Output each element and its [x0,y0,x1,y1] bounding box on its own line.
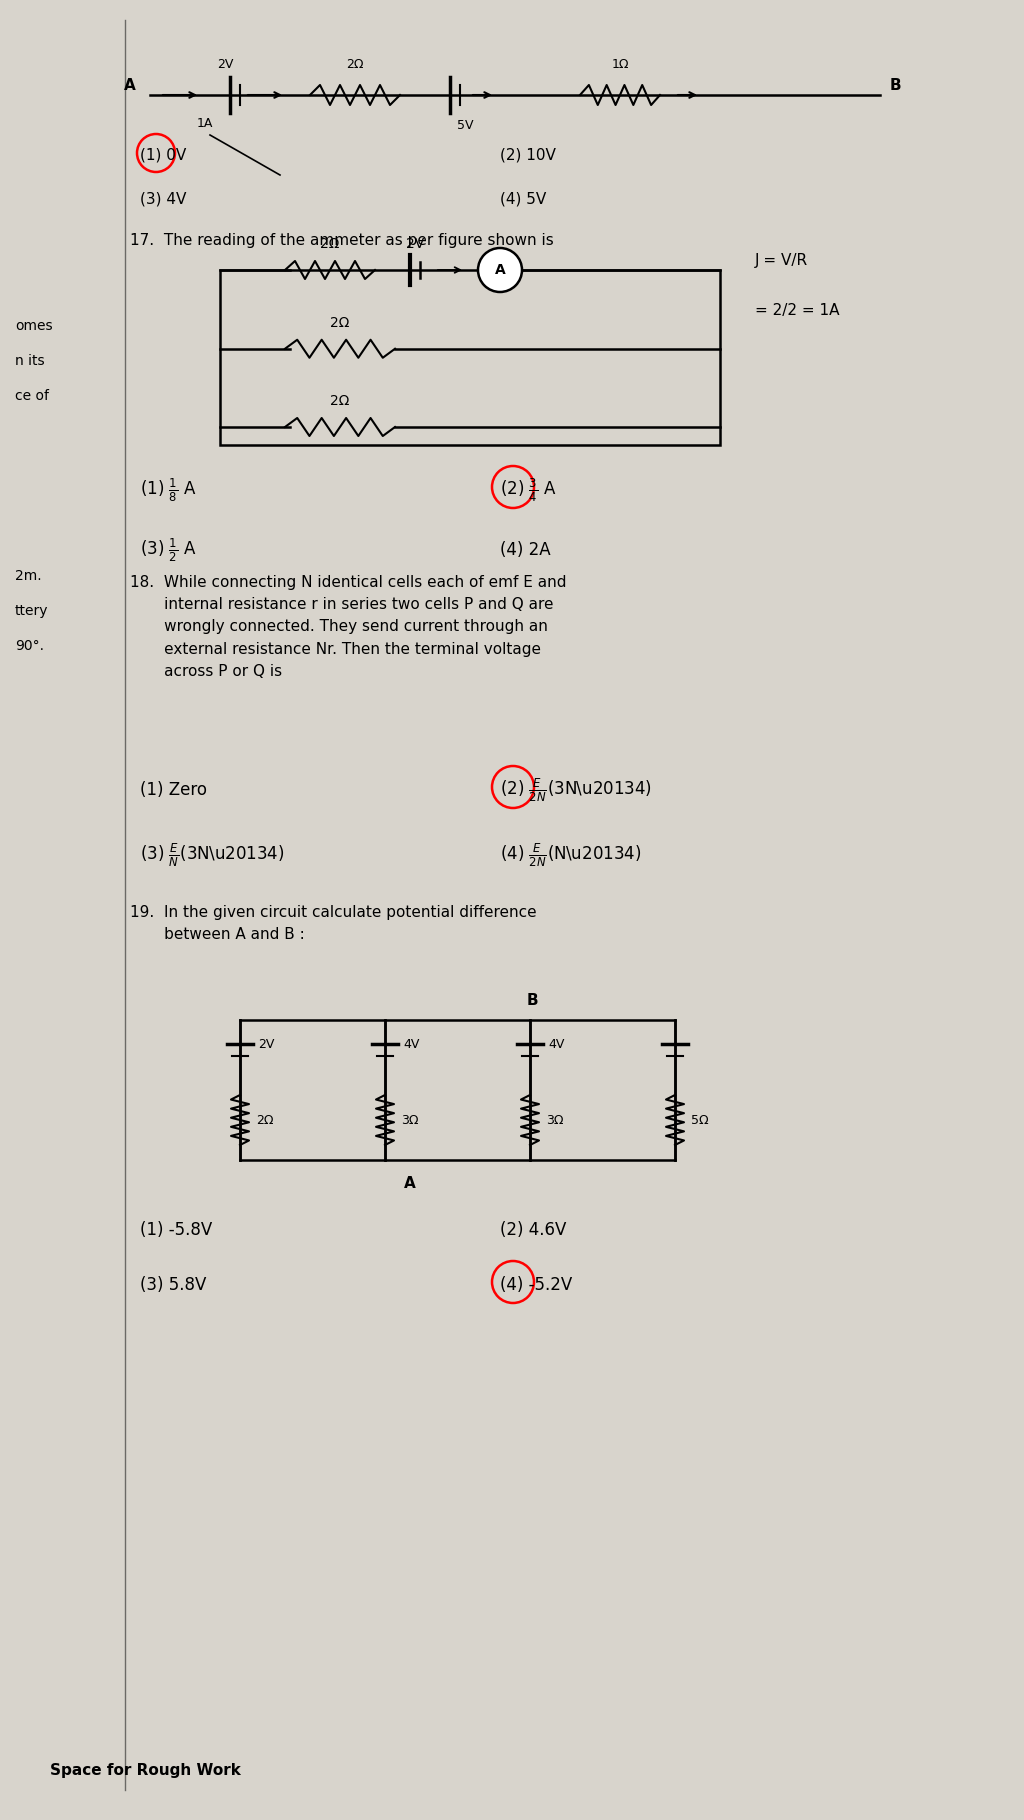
Text: 2Ω: 2Ω [331,315,349,329]
Text: 5V: 5V [457,118,473,133]
Text: 2Ω: 2Ω [321,237,340,251]
Text: (4) $\frac{E}{2N}$(N\u20134): (4) $\frac{E}{2N}$(N\u20134) [500,841,641,868]
Text: 2Ω: 2Ω [346,58,364,71]
Text: 90°.: 90°. [15,639,44,653]
Text: (1) Zero: (1) Zero [140,781,207,799]
Text: (2) $\frac{3}{4}$ A: (2) $\frac{3}{4}$ A [500,477,557,504]
Bar [220,269,720,446]
Text: (4) 5V: (4) 5V [500,191,546,207]
Text: (1) $\frac{1}{8}$ A: (1) $\frac{1}{8}$ A [140,477,197,504]
Text: n its: n its [15,355,45,368]
Text: = 2/2 = 1A: = 2/2 = 1A [755,302,840,318]
Text: 2Ω: 2Ω [256,1114,273,1127]
Text: A: A [404,1176,416,1190]
Text: (1) -5.8V: (1) -5.8V [140,1221,212,1239]
Text: (2) $\frac{E}{2N}$(3N\u20134): (2) $\frac{E}{2N}$(3N\u20134) [500,777,652,804]
Text: B: B [889,78,901,93]
Text: 2V: 2V [258,1039,274,1052]
Text: 1Ω: 1Ω [611,58,629,71]
Text: (2) 4.6V: (2) 4.6V [500,1221,566,1239]
Text: 4V: 4V [548,1039,564,1052]
Text: omes: omes [15,318,52,333]
Text: B: B [526,994,538,1008]
Text: (3) $\frac{1}{2}$ A: (3) $\frac{1}{2}$ A [140,537,197,564]
Text: 2Ω: 2Ω [331,393,349,408]
Text: 2m.: 2m. [15,570,42,582]
Text: J = V/R: J = V/R [755,253,808,268]
Text: 2V: 2V [406,237,424,251]
Text: 3Ω: 3Ω [401,1114,419,1127]
Text: 1A: 1A [197,116,213,129]
Text: 18.  While connecting N identical cells each of emf E and
       internal resist: 18. While connecting N identical cells e… [130,575,566,679]
Text: (4) -5.2V: (4) -5.2V [500,1276,572,1294]
Text: A: A [124,78,136,93]
Text: (2) 10V: (2) 10V [500,147,556,164]
Text: (3) 4V: (3) 4V [140,191,186,207]
Text: (4) 2A: (4) 2A [500,541,551,559]
Text: A: A [495,264,506,277]
Text: 3Ω: 3Ω [546,1114,563,1127]
Text: (3) $\frac{E}{N}$(3N\u20134): (3) $\frac{E}{N}$(3N\u20134) [140,841,285,868]
Text: (1) 0V: (1) 0V [140,147,186,164]
Text: 4V: 4V [403,1039,420,1052]
Text: ttery: ttery [15,604,48,619]
Text: 19.  In the given circuit calculate potential difference
       between A and B : 19. In the given circuit calculate poten… [130,905,537,943]
Text: 2V: 2V [217,58,233,71]
Circle shape [478,248,522,291]
Text: Space for Rough Work: Space for Rough Work [50,1764,241,1778]
Text: 5Ω: 5Ω [691,1114,709,1127]
Text: 17.  The reading of the ammeter as per figure shown is: 17. The reading of the ammeter as per fi… [130,233,554,248]
Text: ce of: ce of [15,389,49,402]
Text: (3) 5.8V: (3) 5.8V [140,1276,207,1294]
